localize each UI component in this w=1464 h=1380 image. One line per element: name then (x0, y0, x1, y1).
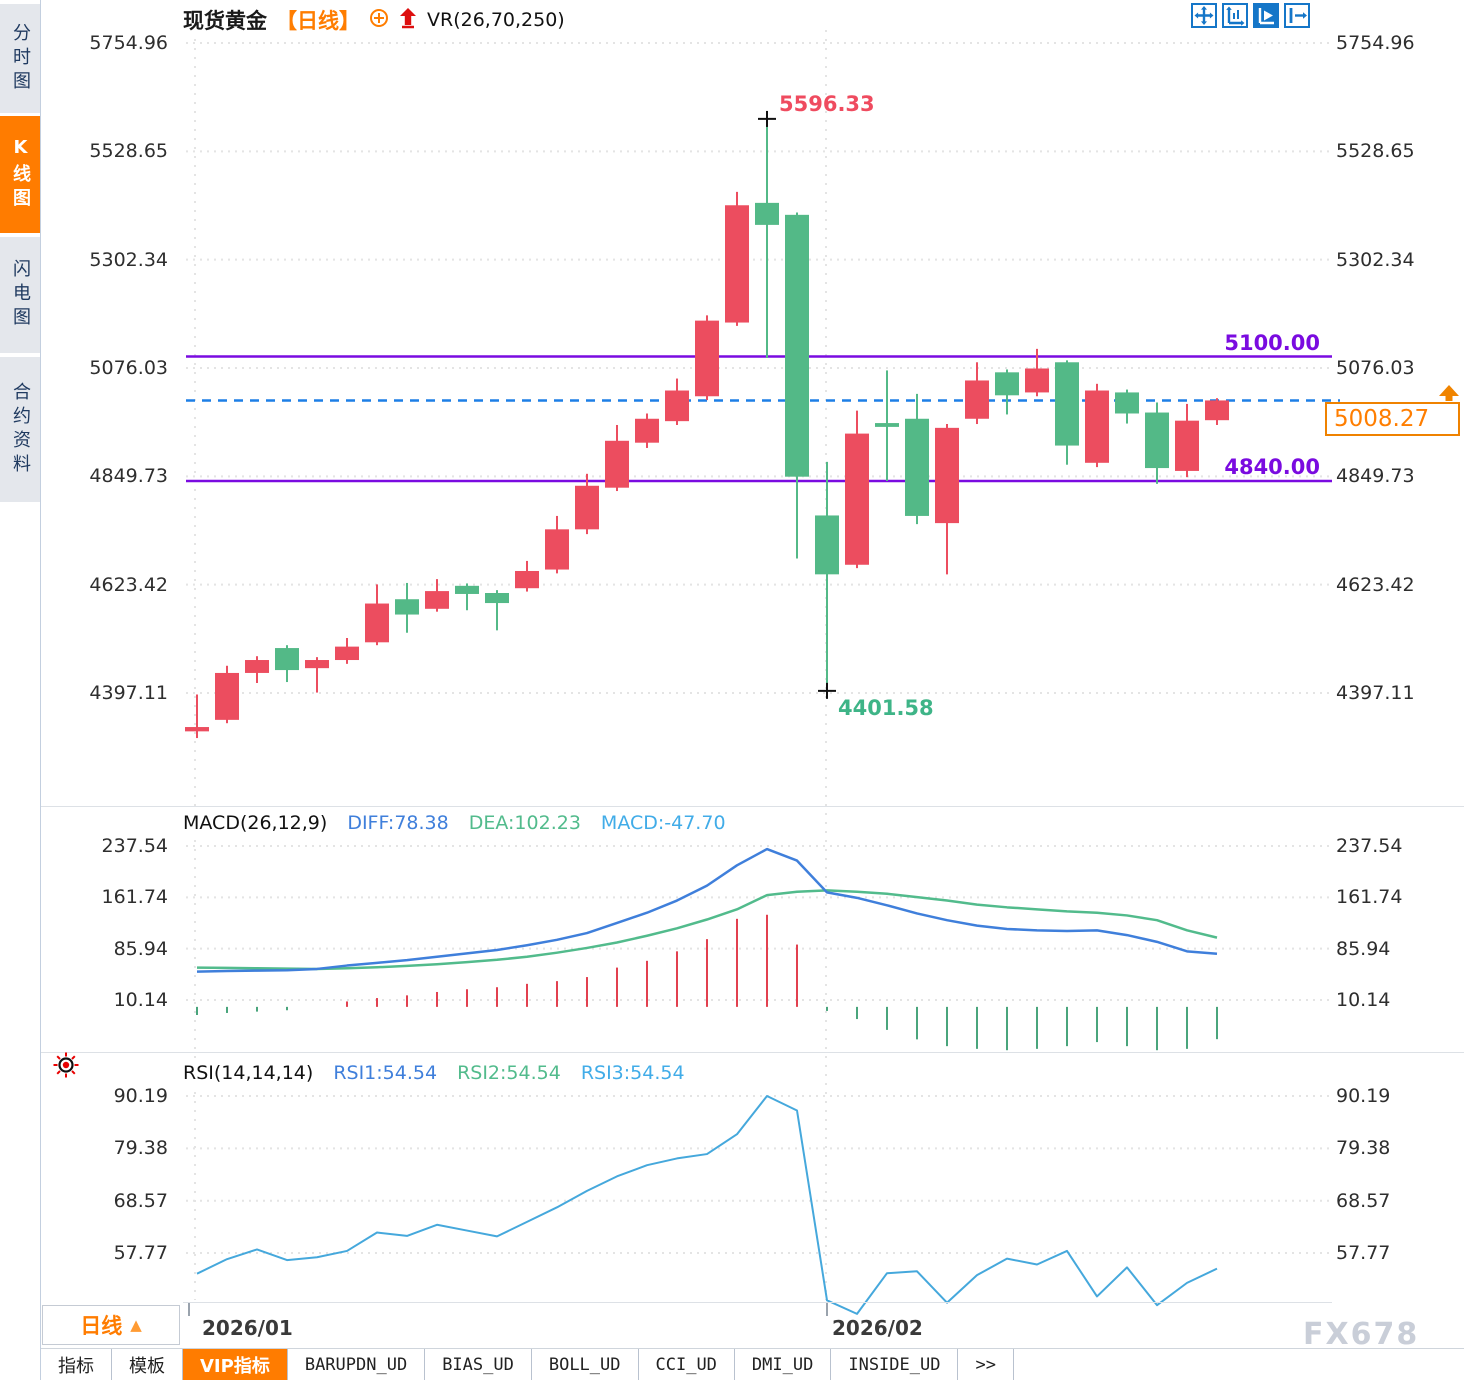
axis-tick-label: 85.94 (1336, 937, 1461, 960)
axis-tick-label: 85.94 (36, 937, 168, 960)
axis-tick-label: 57.77 (36, 1242, 168, 1264)
bottom-tab-5[interactable]: BIAS_UD (425, 1349, 532, 1380)
sidebar-item-4[interactable]: 合约资料 (0, 357, 40, 502)
bottom-tab-2[interactable]: 模板 (112, 1349, 183, 1380)
panel-separator (41, 1052, 1464, 1053)
macd-dea-value: DEA:102.23 (468, 812, 581, 834)
x-axis-tick (826, 1303, 828, 1316)
rsi-params: RSI(14,14,14) (183, 1062, 314, 1084)
sidebar-item-3[interactable]: 闪电图 (0, 237, 40, 353)
sidebar-item-1[interactable]: 分时图 (0, 4, 40, 113)
axis-tick-label: 90.19 (36, 1085, 168, 1107)
axis-tick-label: 4397.11 (36, 682, 168, 704)
bottom-tab-1[interactable]: 指标 (41, 1349, 112, 1380)
chart-header: 现货黄金 【日线】 VR(26,70,250) (183, 4, 579, 36)
axis-tick-label: 5754.96 (1336, 32, 1461, 54)
x-axis-label-jan: 2026/01 (202, 1316, 293, 1340)
macd-diff-value: DIFF:78.38 (347, 812, 449, 834)
axis-tick-label: 5528.65 (1336, 140, 1461, 163)
last-price-box: 5008.27 (1325, 402, 1460, 436)
axis-tick-label: 5302.34 (36, 248, 168, 271)
sidebar-item-2[interactable]: K线图 (0, 116, 40, 233)
support-line-label: 4840.00 (1224, 455, 1320, 479)
macd-macd-value: MACD:-47.70 (600, 812, 726, 834)
axis-tick-label: 4623.42 (36, 573, 168, 596)
axis-tick-label: 4849.73 (1336, 465, 1461, 488)
bottom-tab-10[interactable]: >> (958, 1349, 1014, 1380)
red-up-arrow-icon (398, 7, 418, 34)
rsi3-value: RSI3:54.54 (580, 1062, 685, 1084)
bottom-tab-8[interactable]: DMI_UD (735, 1349, 832, 1380)
rsi1-value: RSI1:54.54 (333, 1062, 438, 1084)
x-axis-tick (188, 1303, 190, 1316)
add-indicator-icon[interactable] (369, 8, 389, 32)
watermark: FX678 (1303, 1317, 1420, 1352)
axis-tick-label: 68.57 (36, 1189, 168, 1212)
rsi-header: RSI(14,14,14) RSI1:54.54 RSI2:54.54 RSI3… (183, 1059, 695, 1087)
x-axis-label-feb: 2026/02 (832, 1316, 923, 1340)
axis-tick-label: 57.77 (1336, 1242, 1461, 1264)
layout-icon-group (1191, 3, 1310, 28)
resistance-line-label: 5100.00 (1224, 331, 1320, 355)
bottom-tab-4[interactable]: BARUPDN_UD (288, 1349, 426, 1380)
period-selector-button[interactable]: 日线 ▲ (42, 1305, 180, 1345)
low-price-annotation: 4401.58 (838, 696, 934, 720)
macd-header: MACD(26,12,9) DIFF:78.38 DEA:102.23 MACD… (183, 809, 736, 837)
axis-tick-label: 237.54 (36, 835, 168, 857)
axis-tick-label: 5528.65 (36, 140, 168, 163)
rsi2-value: RSI2:54.54 (457, 1062, 561, 1084)
axis-tick-label: 5754.96 (36, 32, 168, 54)
axis-tick-label: 5076.03 (1336, 357, 1461, 379)
bottom-tab-3[interactable]: VIP指标 (183, 1349, 288, 1380)
indicator-label: VR(26,70,250) (427, 9, 565, 31)
axis-tick-label: 161.74 (36, 886, 168, 909)
panel-separator (41, 806, 1464, 807)
axis-tick-label: 237.54 (1336, 835, 1461, 857)
macd-params: MACD(26,12,9) (183, 812, 328, 834)
axis-tick-label: 79.38 (1336, 1137, 1461, 1160)
bottom-tab-7[interactable]: CCI_UD (639, 1349, 735, 1380)
last-price-arrow-icon (1436, 384, 1462, 407)
axis-tick-label: 5076.03 (36, 357, 168, 379)
axis-tick-label: 90.19 (1336, 1085, 1461, 1107)
period-selector-label: 日线 (80, 1314, 123, 1338)
axis-tick-label: 4397.11 (1336, 682, 1461, 704)
alert-sun-icon[interactable] (52, 1051, 80, 1083)
axis-tick-label: 4623.42 (1336, 573, 1461, 596)
axis-tick-label: 5302.34 (1336, 248, 1461, 271)
panel-separator (183, 1302, 1332, 1303)
symbol-title: 现货黄金 (183, 9, 267, 33)
triangle-up-icon: ▲ (130, 1316, 142, 1334)
axis-tick-label: 10.14 (36, 989, 168, 1011)
axis-tick-label: 79.38 (36, 1137, 168, 1160)
axis-tick-label: 68.57 (1336, 1189, 1461, 1212)
axis-tick-label: 161.74 (1336, 886, 1461, 909)
left-sidebar: 分时图 K线图 闪电图 合约资料 (0, 0, 41, 1380)
axis-scale-icon[interactable] (1222, 3, 1248, 28)
pan-icon[interactable] (1191, 3, 1217, 28)
axis-tick-label: 10.14 (1336, 989, 1461, 1011)
axis-tick-label: 4849.73 (36, 465, 168, 488)
high-price-annotation: 5596.33 (779, 92, 875, 116)
axis-play-icon[interactable] (1253, 3, 1279, 28)
period-tag: 【日线】 (276, 9, 360, 33)
exit-chart-icon[interactable] (1284, 3, 1310, 28)
bottom-tab-6[interactable]: BOLL_UD (532, 1349, 639, 1380)
bottom-tab-9[interactable]: INSIDE_UD (831, 1349, 959, 1380)
bottom-tab-bar: 指标 模板 VIP指标 BARUPDN_UD BIAS_UD BOLL_UD CCI_UD D… (41, 1348, 1464, 1380)
